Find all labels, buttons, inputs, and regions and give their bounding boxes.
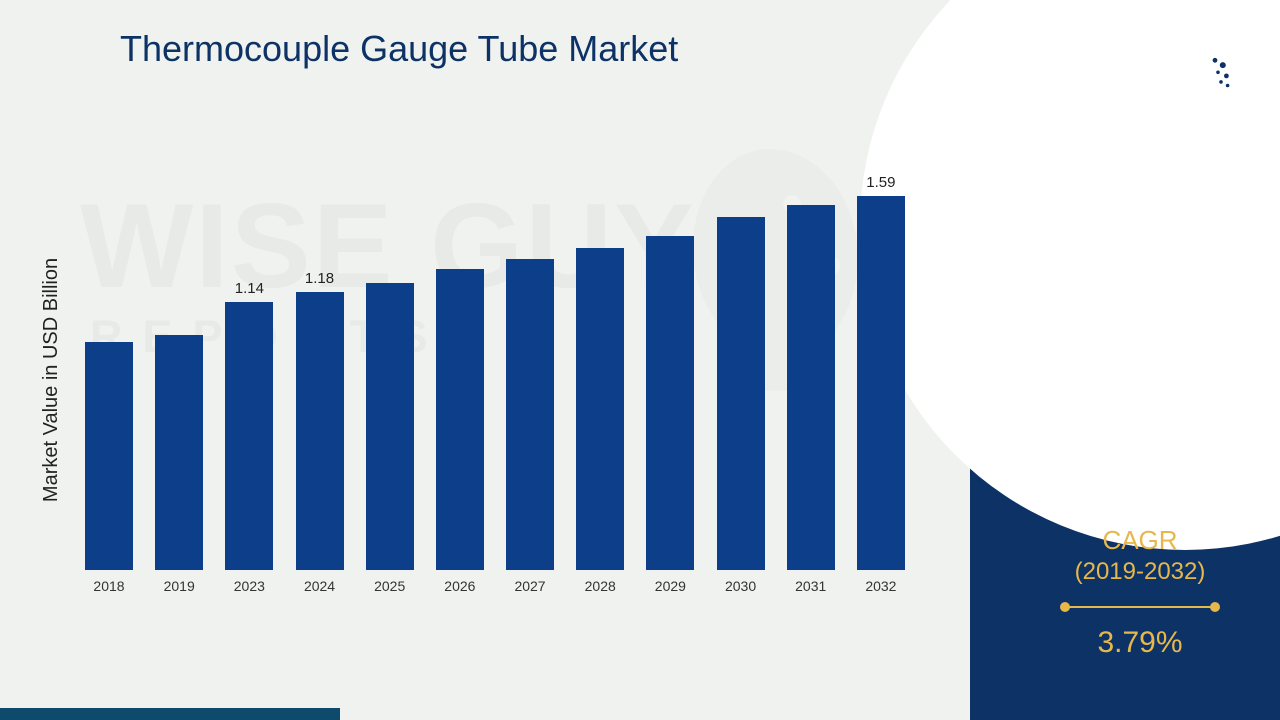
x-tick-label: 2032 [852, 578, 910, 594]
bar [717, 217, 765, 570]
bar [506, 259, 554, 570]
bar-group: 1.59 [852, 174, 910, 570]
x-tick-label: 2025 [361, 578, 419, 594]
x-tick-label: 2019 [150, 578, 208, 594]
x-tick-label: 2024 [291, 578, 349, 594]
bar [225, 302, 273, 570]
x-axis-labels: 2018 2019 2023 2024 2025 2026 2027 2028 2029 2030… [80, 578, 910, 594]
x-tick-label: 2029 [641, 578, 699, 594]
x-tick-label: 2018 [80, 578, 138, 594]
bar [296, 292, 344, 570]
bar-group [361, 261, 419, 570]
chart-title: Thermocouple Gauge Tube Market [120, 28, 678, 70]
right-brand-panel: WISE GUY R E P O R T S CAGR (2019-2032) … [970, 0, 1280, 720]
bar [85, 342, 133, 570]
bars-container: 1.14 1.18 1.59 [80, 150, 910, 570]
bar-value-label: 1.59 [866, 174, 895, 192]
bar [155, 335, 203, 570]
bottom-accent-bar [0, 708, 340, 720]
cagr-block: CAGR (2019-2032) 3.79% [1040, 525, 1240, 660]
chart-plot-area: 1.14 1.18 1.59 2018 2019 2023 2024 2025 2026 202… [80, 150, 910, 600]
bar [436, 269, 484, 570]
bar-value-label: 1.14 [235, 280, 264, 298]
x-tick-label: 2028 [571, 578, 629, 594]
bar-group [501, 237, 559, 570]
cagr-label: CAGR [1040, 525, 1240, 556]
bar-group [571, 226, 629, 570]
x-tick-label: 2027 [501, 578, 559, 594]
bar [857, 196, 905, 570]
bar-group [150, 313, 208, 570]
bar [646, 236, 694, 570]
cagr-divider [1065, 606, 1215, 608]
logo-head-icon [1182, 42, 1242, 117]
x-tick-label: 2031 [782, 578, 840, 594]
brand-logo: WISE GUY R E P O R T S [1030, 22, 1250, 76]
bar-group: 1.14 [220, 280, 278, 570]
bar-group [80, 320, 138, 570]
x-tick-label: 2026 [431, 578, 489, 594]
bar-group [641, 214, 699, 570]
x-tick-label: 2023 [220, 578, 278, 594]
bar-group [712, 195, 770, 570]
bar [576, 248, 624, 570]
main-chart-panel: WISE GUY REPORTS Thermocouple Gauge Tube… [0, 0, 970, 720]
bar-group: 1.18 [291, 270, 349, 570]
bar-value-label: 1.18 [305, 270, 334, 288]
bar-group [431, 247, 489, 570]
x-tick-label: 2030 [712, 578, 770, 594]
cagr-years: (2019-2032) [1040, 558, 1240, 586]
y-axis-label: Market Value in USD Billion [40, 258, 63, 502]
bar [787, 205, 835, 570]
bar-group [782, 183, 840, 570]
cagr-value: 3.79% [1040, 626, 1240, 660]
bar [366, 283, 414, 570]
